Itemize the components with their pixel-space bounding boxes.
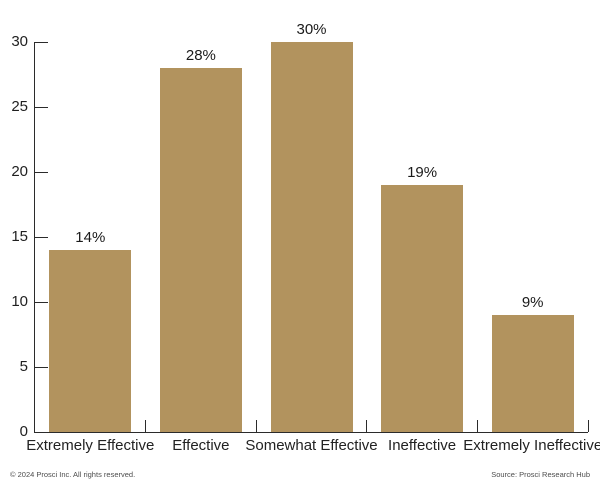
footer-copyright: © 2024 Prosci Inc. All rights reserved. [10,470,136,479]
y-axis-tick-label: 10 [11,293,28,310]
bar-value-label: 28% [185,47,216,64]
x-axis-tick [366,420,368,432]
bar [381,185,464,432]
y-axis-tick-label: 30 [11,33,28,50]
y-axis-tick-label: 25 [11,98,28,115]
y-axis-tick-label: 20 [11,163,28,180]
bar [270,42,353,432]
x-axis-label: Ineffective [388,437,457,454]
x-axis-label: Extremely Ineffective [463,437,600,454]
y-axis-tick [35,106,48,108]
plot-area: 0 5 10 15 20 25 30 14% Extremely Effective 28% Eff… [11,21,600,454]
y-axis-tick-label: 0 [19,423,28,440]
x-axis-label: Effective [172,437,230,454]
footer-source: Source: Prosci Research Hub [491,470,590,479]
y-axis-tick-label: 5 [19,358,28,375]
bar-value-label: 30% [296,21,327,38]
bar [491,315,574,432]
x-axis-label: Somewhat Effective [245,437,378,454]
y-axis-tick [35,236,48,238]
y-axis-tick [35,301,48,303]
y-axis-tick-label: 15 [11,228,28,245]
bar [159,68,242,432]
y-axis-tick [35,171,48,173]
bar-value-label: 9% [521,294,544,311]
x-axis-label: Extremely Effective [26,437,155,454]
y-axis-tick [35,366,48,368]
x-axis-tick [587,420,589,432]
x-axis-tick [476,420,478,432]
x-axis-tick [145,420,147,432]
x-axis-tick [255,420,257,432]
bar-value-label: 19% [407,164,438,181]
y-axis-tick [35,41,48,43]
bar [49,250,132,432]
bar-value-label: 14% [75,229,106,246]
